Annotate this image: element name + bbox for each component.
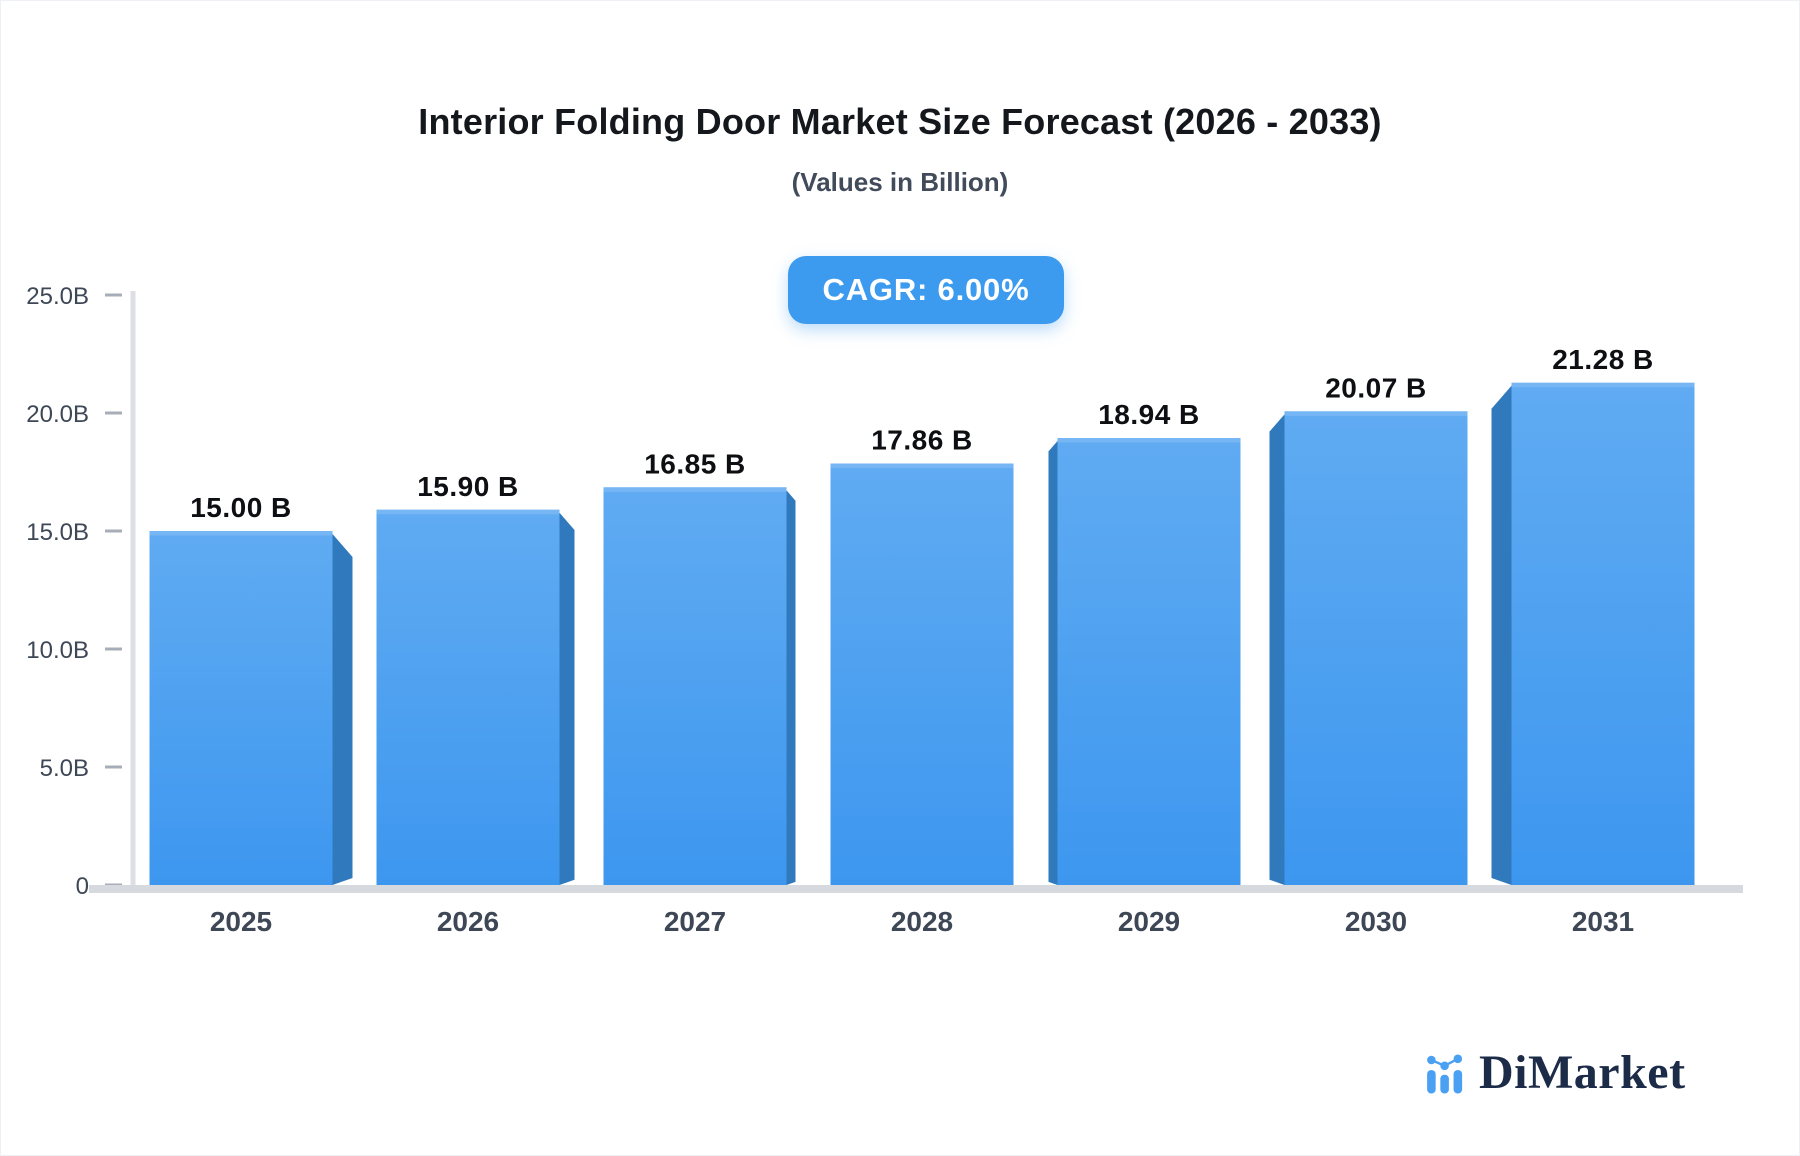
y-tick-label: 15.0B <box>26 519 89 546</box>
x-tick-label: 2026 <box>437 906 499 937</box>
y-tick-label: 0 <box>76 873 89 900</box>
bar-side-panel <box>1269 414 1285 885</box>
bar-value-label: 15.90 B <box>417 471 519 502</box>
bar-value-label: 16.85 B <box>644 448 746 479</box>
x-tick-label: 2027 <box>664 906 726 937</box>
brand-logo: DiMarket <box>1424 1041 1686 1097</box>
bar-value-label: 18.94 B <box>1098 399 1200 430</box>
bar-top-highlight <box>1284 411 1468 416</box>
x-tick-label: 2031 <box>1572 906 1634 937</box>
bar-side-panel <box>332 534 353 885</box>
bar-top-highlight <box>376 509 560 515</box>
bar-side-panel <box>786 490 796 885</box>
bar-value-label: 15.00 B <box>190 492 292 523</box>
bar-2028 <box>830 463 1014 885</box>
bar-top-highlight <box>603 487 787 492</box>
bar-side-panel <box>1491 385 1512 885</box>
y-tick-label: 25.0B <box>26 283 89 310</box>
bar-2027 <box>603 487 787 885</box>
y-tick-label: 20.0B <box>26 401 89 428</box>
cagr-badge: CAGR: 6.00% <box>788 256 1064 324</box>
bar-top-highlight <box>149 531 333 536</box>
bar-value-label: 21.28 B <box>1552 344 1654 375</box>
x-tick-label: 2029 <box>1118 906 1180 937</box>
bar-2026 <box>376 509 560 885</box>
x-axis-baseline <box>89 885 1743 893</box>
y-tick-label: 10.0B <box>26 637 89 664</box>
chart-subtitle: (Values in Billion) <box>791 167 1009 197</box>
x-tick-label: 2025 <box>210 906 272 937</box>
bar-2025 <box>149 531 333 885</box>
y-tick-label: 5.0B <box>40 755 89 782</box>
bar-value-label: 17.86 B <box>871 425 973 456</box>
bar-side-panel <box>559 512 575 885</box>
x-tick-label: 2028 <box>891 906 953 937</box>
bar-top-highlight <box>830 463 1014 469</box>
chart-title: Interior Folding Door Market Size Foreca… <box>418 101 1382 142</box>
bar-side-panel <box>1048 441 1058 885</box>
bar-2029 <box>1057 438 1241 885</box>
bar-top-highlight <box>1057 438 1241 443</box>
bar-value-label: 20.07 B <box>1325 372 1427 403</box>
bar-top-highlight <box>1511 382 1695 388</box>
x-tick-label: 2030 <box>1345 906 1407 937</box>
bar-2031 <box>1511 382 1695 885</box>
bar-line-chart-icon <box>1427 1054 1463 1094</box>
brand-name: DiMarket <box>1479 1046 1686 1099</box>
bar-2030 <box>1284 411 1468 885</box>
